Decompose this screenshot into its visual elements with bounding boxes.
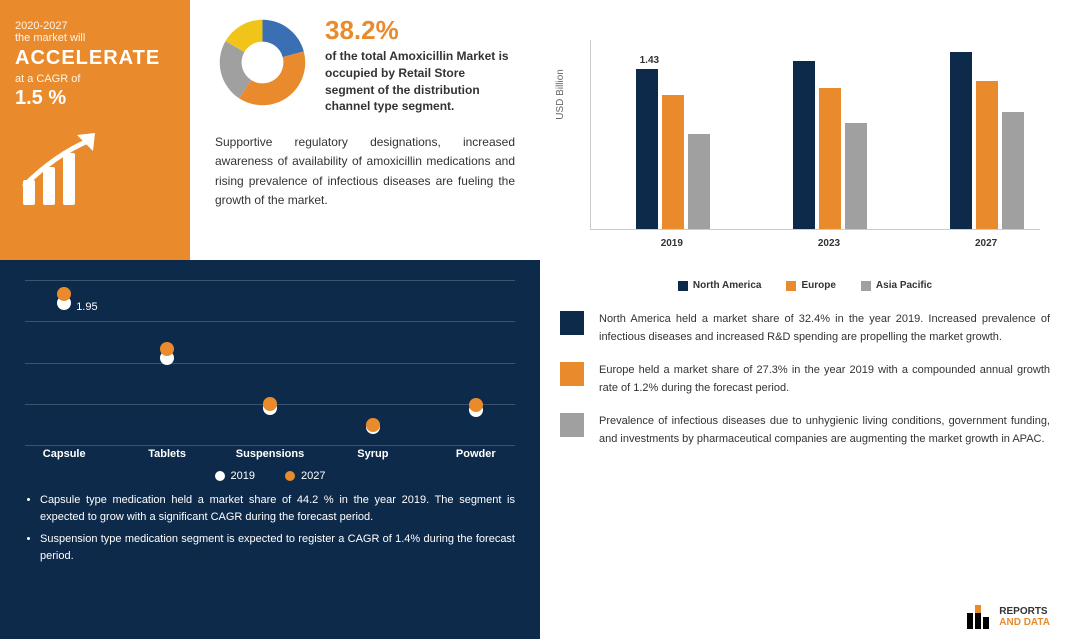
bar-legend: North AmericaEuropeAsia Pacific [560,280,1050,291]
sub-text: the market will [15,32,175,44]
dot-chart: Capsule1.95TabletsSuspensionsSyrupPowder [25,275,515,460]
info-rows: North America held a market share of 32.… [560,311,1050,465]
accelerate-panel: 2020-2027 the market will ACCELERATE at … [0,0,190,260]
dot-legend: 2019 2027 [25,470,515,482]
logo: REPORTS AND DATA [967,605,1050,629]
donut-percent: 38.2% [325,15,515,46]
donut-section: 38.2% of the total Amoxicillin Market is… [190,0,540,260]
logo-line1: REPORTS [999,606,1050,617]
legend-2019: 2019 [215,470,255,482]
dot-chart-panel: Capsule1.95TabletsSuspensionsSyrupPowder… [0,260,540,639]
support-text: Supportive regulatory designations, incr… [215,133,515,210]
donut-chart [215,15,310,113]
legend-2027: 2027 [285,470,325,482]
period-text: 2020-2027 [15,20,175,32]
logo-line2: AND DATA [999,617,1050,628]
bullet-list: Capsule type medication held a market sh… [25,492,515,570]
growth-arrow-icon [15,125,175,218]
accelerate-word: ACCELERATE [15,47,175,70]
cagr-label: at a CAGR of [15,73,175,85]
y-axis-label: USD Billion [555,69,566,120]
donut-description: of the total Amoxicillin Market is occup… [325,48,515,115]
bar-chart: USD Billion 20191.4320232027 [560,20,1050,270]
logo-icon [967,605,993,629]
cagr-value: 1.5 % [15,87,175,110]
